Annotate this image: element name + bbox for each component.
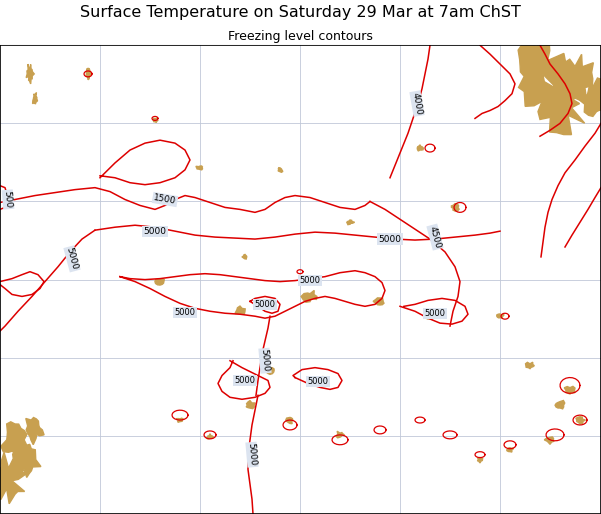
Polygon shape	[286, 417, 293, 424]
Polygon shape	[26, 417, 44, 445]
Text: 4000: 4000	[410, 91, 424, 116]
Polygon shape	[315, 377, 326, 384]
Polygon shape	[477, 457, 483, 463]
Polygon shape	[545, 437, 554, 444]
Polygon shape	[518, 32, 570, 106]
Text: 5000: 5000	[299, 276, 320, 285]
Polygon shape	[242, 254, 247, 259]
Polygon shape	[13, 436, 41, 478]
Text: 5000: 5000	[246, 443, 257, 467]
Text: 5000: 5000	[260, 349, 270, 373]
Polygon shape	[373, 298, 384, 305]
Polygon shape	[525, 362, 534, 369]
Text: 5000: 5000	[379, 234, 401, 244]
Polygon shape	[26, 64, 34, 84]
Text: 5000: 5000	[308, 377, 329, 386]
Text: Freezing level contours: Freezing level contours	[228, 30, 373, 43]
Polygon shape	[155, 279, 164, 285]
Polygon shape	[278, 168, 283, 172]
Polygon shape	[425, 314, 433, 319]
Polygon shape	[153, 118, 158, 122]
Text: 1500: 1500	[153, 193, 177, 206]
Polygon shape	[0, 452, 28, 504]
Polygon shape	[576, 417, 585, 424]
Text: Surface Temperature on Saturday 29 Mar at 7am ChST: Surface Temperature on Saturday 29 Mar a…	[80, 5, 521, 20]
Polygon shape	[246, 400, 255, 409]
Text: 5000: 5000	[174, 308, 195, 317]
Polygon shape	[451, 204, 459, 211]
Polygon shape	[301, 290, 317, 302]
Text: 5000: 5000	[254, 300, 275, 309]
Polygon shape	[235, 306, 245, 314]
Text: 5000: 5000	[424, 309, 445, 318]
Text: 5000: 5000	[144, 227, 166, 235]
Polygon shape	[578, 78, 601, 117]
Text: 4500: 4500	[428, 225, 442, 249]
Text: 5000: 5000	[65, 247, 79, 271]
Polygon shape	[32, 93, 37, 104]
Polygon shape	[564, 387, 575, 394]
Polygon shape	[264, 368, 274, 374]
Text: 500: 500	[3, 191, 13, 209]
Polygon shape	[497, 314, 504, 318]
Polygon shape	[206, 434, 213, 439]
Polygon shape	[336, 431, 344, 438]
Polygon shape	[176, 418, 183, 423]
Polygon shape	[538, 74, 585, 135]
Text: 5000: 5000	[234, 376, 255, 385]
Polygon shape	[417, 145, 423, 151]
Polygon shape	[347, 220, 355, 225]
Polygon shape	[196, 166, 203, 170]
Polygon shape	[555, 400, 565, 409]
Polygon shape	[86, 68, 91, 80]
Polygon shape	[507, 448, 513, 452]
Polygon shape	[552, 54, 593, 103]
Polygon shape	[1, 422, 27, 458]
